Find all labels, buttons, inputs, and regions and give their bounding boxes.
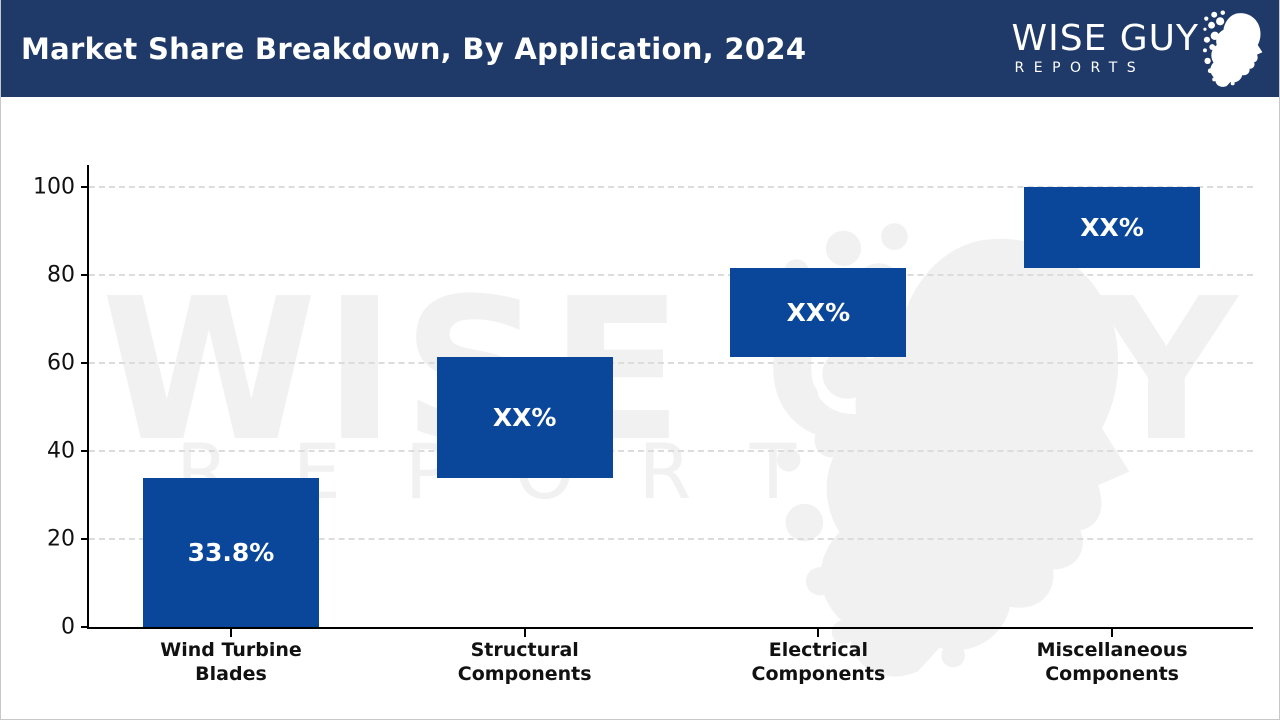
logo-name: WISE GUY (1011, 18, 1199, 59)
wise-guy-logo: WISE GUY REPORTS (1012, 8, 1268, 90)
category-label: Miscellaneous Components (1036, 639, 1188, 685)
category-label: Electrical Components (751, 639, 886, 685)
y-axis-tick (81, 626, 89, 628)
y-axis-tick (81, 186, 89, 188)
gridline (89, 450, 1253, 452)
header-banner: Market Share Breakdown, By Application, … (1, 0, 1279, 97)
bar-segment: XX% (1024, 187, 1201, 269)
logo-tagline: REPORTS (1014, 60, 1146, 76)
logo-text: WISE GUY REPORTS (1011, 18, 1200, 77)
y-axis-tick (81, 538, 89, 540)
bar-value-label: XX% (1080, 213, 1144, 243)
y-tick-label: 80 (47, 262, 75, 288)
y-axis-tick (81, 274, 89, 276)
bar-segment: 33.8% (143, 478, 319, 627)
y-tick-label: 60 (47, 350, 75, 376)
x-axis-line (87, 627, 1253, 629)
bar-value-label: XX% (786, 298, 851, 328)
x-axis-tick (1111, 629, 1114, 637)
bar-segment: XX% (730, 268, 907, 358)
bar-value-label: XX% (492, 403, 557, 433)
bar-segment: XX% (436, 357, 613, 479)
chart-title: Market Share Breakdown, By Application, … (21, 31, 807, 66)
gridline (89, 362, 1253, 364)
y-axis-line (87, 165, 89, 629)
x-axis-tick (817, 629, 820, 637)
x-axis-tick (230, 629, 232, 637)
y-axis-tick (81, 362, 89, 364)
y-tick-label: 20 (47, 526, 75, 552)
category-label: Wind Turbine Blades (160, 639, 302, 685)
y-tick-label: 100 (33, 174, 75, 200)
logo-head-icon (1201, 8, 1267, 90)
category-label: Structural Components (457, 639, 592, 685)
y-axis-tick (81, 450, 89, 452)
gridline (89, 538, 1253, 540)
y-tick-label: 40 (47, 438, 75, 464)
gridline (89, 186, 1253, 188)
gridline (89, 274, 1253, 276)
y-tick-label: 0 (61, 614, 75, 640)
bar-value-label: 33.8% (187, 538, 275, 568)
x-axis-tick (523, 629, 526, 637)
plot: 0 20 40 60 80 100 33.8% Wind Turbine Blades XX% S… (1, 97, 1279, 719)
